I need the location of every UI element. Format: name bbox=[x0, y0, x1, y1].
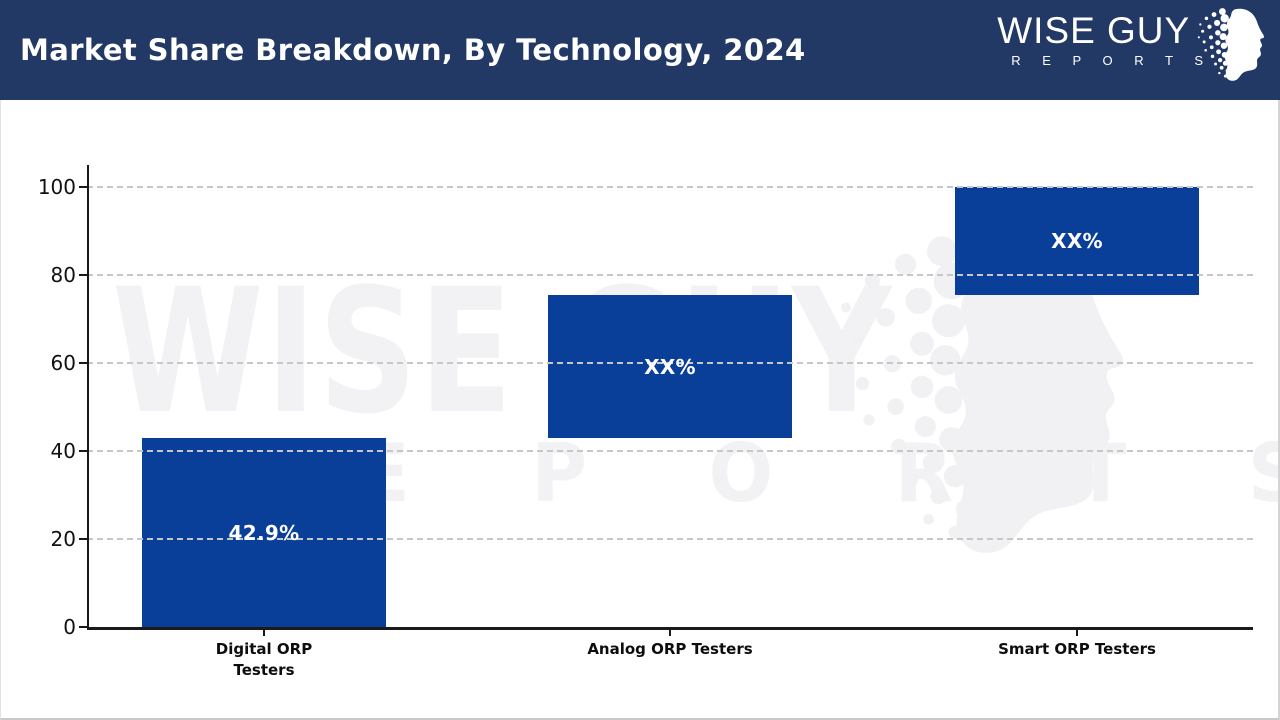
logo-wiseguy-text: WISE GUY bbox=[997, 10, 1191, 51]
x-tick-mark bbox=[263, 630, 265, 636]
y-tick-label: 80 bbox=[50, 263, 76, 287]
x-axis-line bbox=[87, 627, 1253, 630]
gridline bbox=[87, 538, 1253, 540]
chart-title: Market Share Breakdown, By Technology, 2… bbox=[20, 33, 806, 67]
y-tick-label: 60 bbox=[50, 351, 76, 375]
y-tick-label: 40 bbox=[50, 439, 76, 463]
bar-value-label: XX% bbox=[644, 354, 696, 379]
wiseguy-head-icon bbox=[1192, 6, 1268, 90]
brand-logo-text: WISE GUY R E P O R T S bbox=[997, 10, 1212, 68]
gridline bbox=[87, 186, 1253, 188]
y-axis-line bbox=[87, 165, 89, 630]
bar bbox=[955, 187, 1199, 295]
y-tick-mark bbox=[79, 450, 87, 452]
gridline bbox=[87, 274, 1253, 276]
logo-reports-text: R E P O R T S bbox=[1011, 52, 1212, 68]
x-tick-mark bbox=[669, 630, 671, 636]
bar-value-label: XX% bbox=[1051, 228, 1103, 253]
bar bbox=[142, 438, 386, 627]
y-tick-mark bbox=[79, 362, 87, 364]
gridline bbox=[87, 362, 1253, 364]
plot: 42.9% XX% XX% 0 20 40 60 80 100 Digital ORP Teste… bbox=[0, 100, 1280, 720]
x-category-label: Analog ORP Testers bbox=[587, 640, 753, 658]
x-category-label: Digital ORP Testers bbox=[215, 640, 313, 679]
bar bbox=[548, 294, 792, 439]
bar-value-label: 42.9% bbox=[228, 520, 300, 545]
x-category-label: Smart ORP Testers bbox=[998, 640, 1156, 658]
y-tick-mark bbox=[79, 274, 87, 276]
y-tick-mark bbox=[79, 186, 87, 188]
header: Market Share Breakdown, By Technology, 2… bbox=[0, 0, 1280, 100]
y-tick-mark bbox=[79, 626, 87, 628]
gridline bbox=[87, 450, 1253, 452]
y-tick-label: 100 bbox=[37, 175, 76, 199]
y-tick-mark bbox=[79, 538, 87, 540]
y-tick-label: 20 bbox=[50, 527, 76, 551]
chart-area: WISE GUY R E P O R T S 42.9% XX% XX% 0 20 40 6… bbox=[0, 100, 1280, 720]
brand-logo: WISE GUY R E P O R T S bbox=[997, 12, 1268, 90]
x-tick-mark bbox=[1076, 630, 1078, 636]
y-tick-label: 0 bbox=[63, 615, 76, 639]
